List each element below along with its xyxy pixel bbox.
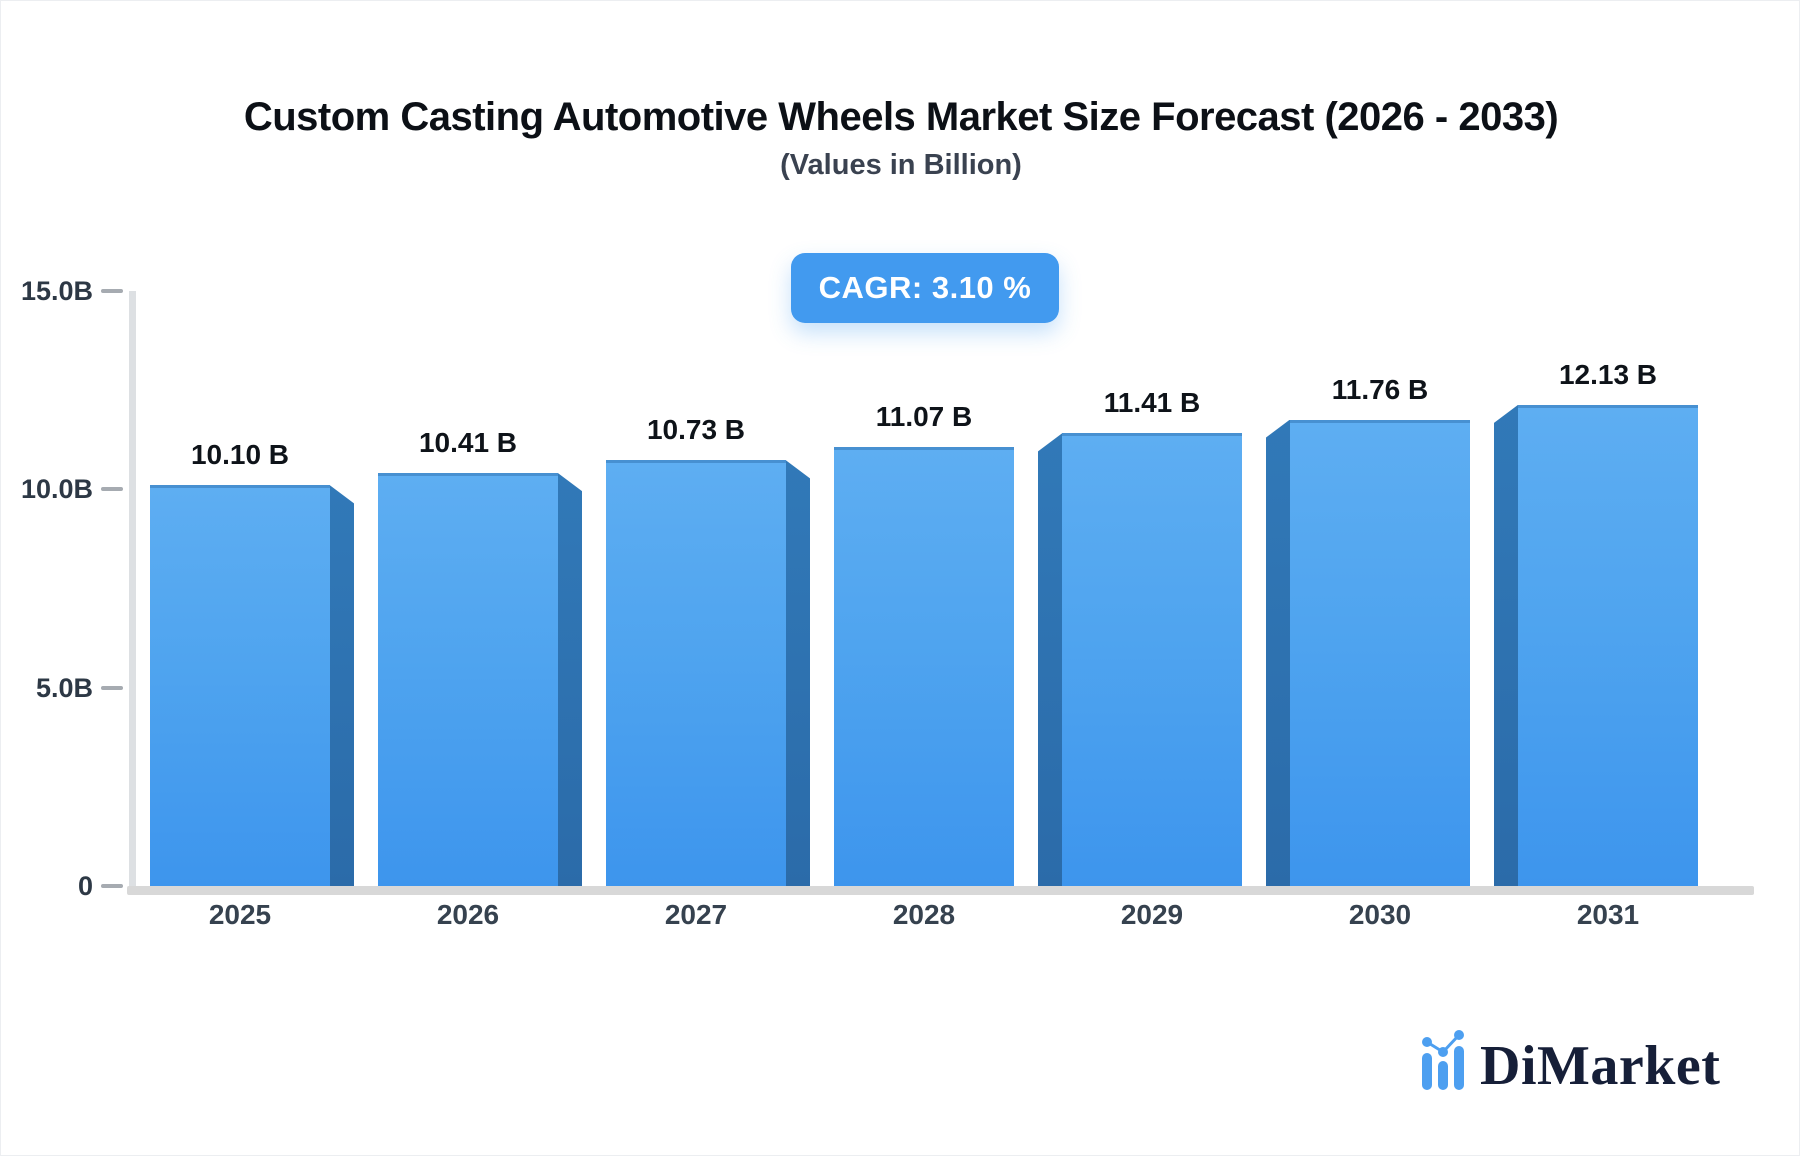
bar-value-label: 10.73 B <box>646 414 746 446</box>
x-axis-label: 2025 <box>208 899 272 930</box>
bar-value-label: 10.10 B <box>190 439 290 471</box>
bar-side-face <box>1266 419 1290 886</box>
x-axis-label: 2031 <box>1576 899 1640 930</box>
cagr-badge: CAGR: 3.10 % <box>791 253 1059 323</box>
bar-value-label: 10.41 B <box>418 427 518 459</box>
logo-text: DiMarket <box>1480 1034 1721 1097</box>
bar-side-face <box>1494 404 1518 886</box>
bar-2025 <box>150 485 330 886</box>
y-axis-tick <box>101 487 123 492</box>
y-axis-line <box>129 291 136 895</box>
chart-subtitle: (Values in Billion) <box>780 149 1022 181</box>
y-axis-label: 0 <box>77 871 93 901</box>
bar-2028 <box>834 446 1014 886</box>
bar-value-label: 11.07 B <box>875 400 973 432</box>
y-axis-tick <box>101 289 123 293</box>
bar-2027 <box>606 460 786 886</box>
bar-value-label: 12.13 B <box>1558 358 1658 390</box>
y-axis-tick <box>101 685 123 690</box>
brand-logo: DiMarket <box>1419 1027 1721 1097</box>
y-axis-tick <box>101 884 123 888</box>
chart-title: Custom Casting Automotive Wheels Market … <box>243 95 1559 139</box>
bar-2030 <box>1290 419 1470 886</box>
bar-2026 <box>378 473 558 886</box>
bar-side-face <box>558 473 582 886</box>
bar-chart-icon <box>1422 1030 1464 1090</box>
bar-2029 <box>1062 433 1242 886</box>
y-axis-label: 5.0B <box>35 672 93 703</box>
x-axis-label: 2026 <box>436 899 500 930</box>
x-axis-label: 2028 <box>892 899 956 930</box>
bar-value-label: 11.76 B <box>1331 373 1429 405</box>
x-axis-line <box>127 886 1754 895</box>
bar-value-label: 11.41 B <box>1103 387 1201 419</box>
x-axis-label: 2030 <box>1348 899 1412 930</box>
x-axis-label: 2029 <box>1120 899 1184 930</box>
bar-side-face <box>786 460 810 886</box>
y-axis-label: 10.0B <box>20 474 93 505</box>
bar-2031 <box>1518 404 1698 886</box>
x-axis-label: 2027 <box>664 899 728 930</box>
bar-side-face <box>1038 433 1062 886</box>
bar-side-face <box>330 485 354 886</box>
y-axis-label: 15.0B <box>20 276 93 306</box>
